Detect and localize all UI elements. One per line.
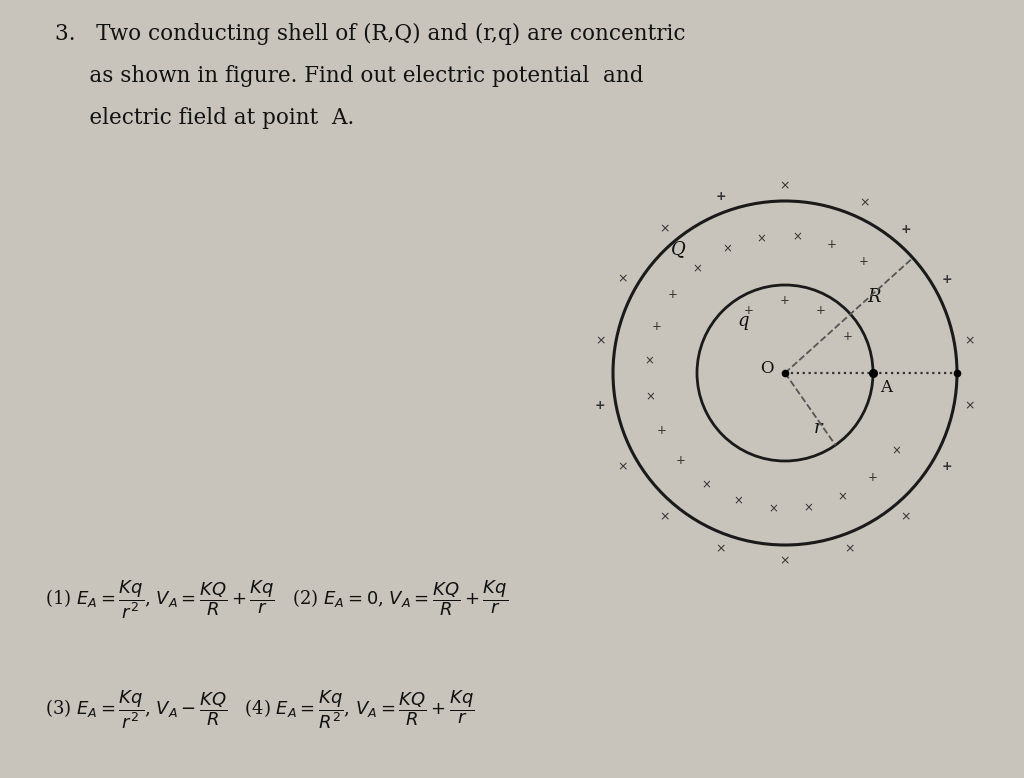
- Text: +: +: [780, 294, 790, 307]
- Text: ×: ×: [659, 510, 670, 523]
- Text: +: +: [867, 471, 878, 484]
- Text: O: O: [760, 359, 774, 377]
- Text: 3.   Two conducting shell of (R,Q) and (r,q) are concentric: 3. Two conducting shell of (R,Q) and (r,…: [55, 23, 685, 45]
- Text: ×: ×: [617, 273, 628, 286]
- Text: +: +: [900, 223, 910, 236]
- Text: +: +: [716, 191, 726, 203]
- Text: +: +: [669, 288, 678, 301]
- Text: +: +: [652, 320, 662, 333]
- Text: ×: ×: [768, 503, 778, 516]
- Text: Q: Q: [671, 240, 686, 258]
- Text: ×: ×: [692, 262, 702, 275]
- Text: ×: ×: [757, 232, 766, 245]
- Text: ×: ×: [844, 543, 854, 555]
- Text: +: +: [816, 304, 826, 317]
- Text: ×: ×: [644, 355, 654, 367]
- Text: ×: ×: [701, 478, 712, 492]
- Text: A: A: [880, 379, 892, 395]
- Text: +: +: [942, 461, 952, 473]
- Text: +: +: [595, 399, 605, 412]
- Text: +: +: [858, 254, 868, 268]
- Text: ×: ×: [965, 399, 975, 412]
- Text: +: +: [826, 238, 837, 251]
- Text: +: +: [942, 273, 952, 286]
- Text: ×: ×: [804, 501, 814, 514]
- Text: ×: ×: [900, 510, 910, 523]
- Text: q: q: [737, 312, 749, 330]
- Text: (1) $E_A = \dfrac{Kq}{r^2}$, $V_A = \dfrac{KQ}{R}+\dfrac{Kq}{r}$   (2) $E_A = 0$: (1) $E_A = \dfrac{Kq}{r^2}$, $V_A = \dfr…: [45, 578, 508, 621]
- Text: ×: ×: [659, 223, 670, 236]
- Text: R: R: [867, 288, 881, 306]
- Text: ×: ×: [617, 461, 628, 473]
- Text: r: r: [813, 419, 822, 437]
- Text: ×: ×: [733, 495, 743, 508]
- Text: ×: ×: [965, 334, 975, 347]
- Text: as shown in figure. Find out electric potential  and: as shown in figure. Find out electric po…: [55, 65, 643, 87]
- Text: ×: ×: [595, 334, 605, 347]
- Text: ×: ×: [722, 243, 732, 256]
- Text: (3) $E_A = \dfrac{Kq}{r^2}$, $V_A - \dfrac{KQ}{R}$   (4) $E_A = \dfrac{Kq}{R^2}$: (3) $E_A = \dfrac{Kq}{r^2}$, $V_A - \dfr…: [45, 688, 474, 731]
- Text: +: +: [676, 454, 685, 468]
- Text: electric field at point  A.: electric field at point A.: [55, 107, 354, 129]
- Text: ×: ×: [792, 230, 802, 244]
- Text: ×: ×: [716, 543, 726, 555]
- Text: ×: ×: [859, 197, 869, 209]
- Text: +: +: [843, 331, 852, 343]
- Text: ×: ×: [892, 445, 902, 457]
- Text: +: +: [744, 304, 754, 317]
- Text: ×: ×: [838, 490, 848, 503]
- Text: ×: ×: [779, 179, 791, 192]
- Text: ×: ×: [779, 554, 791, 567]
- Text: ×: ×: [646, 391, 655, 403]
- Text: +: +: [656, 424, 667, 437]
